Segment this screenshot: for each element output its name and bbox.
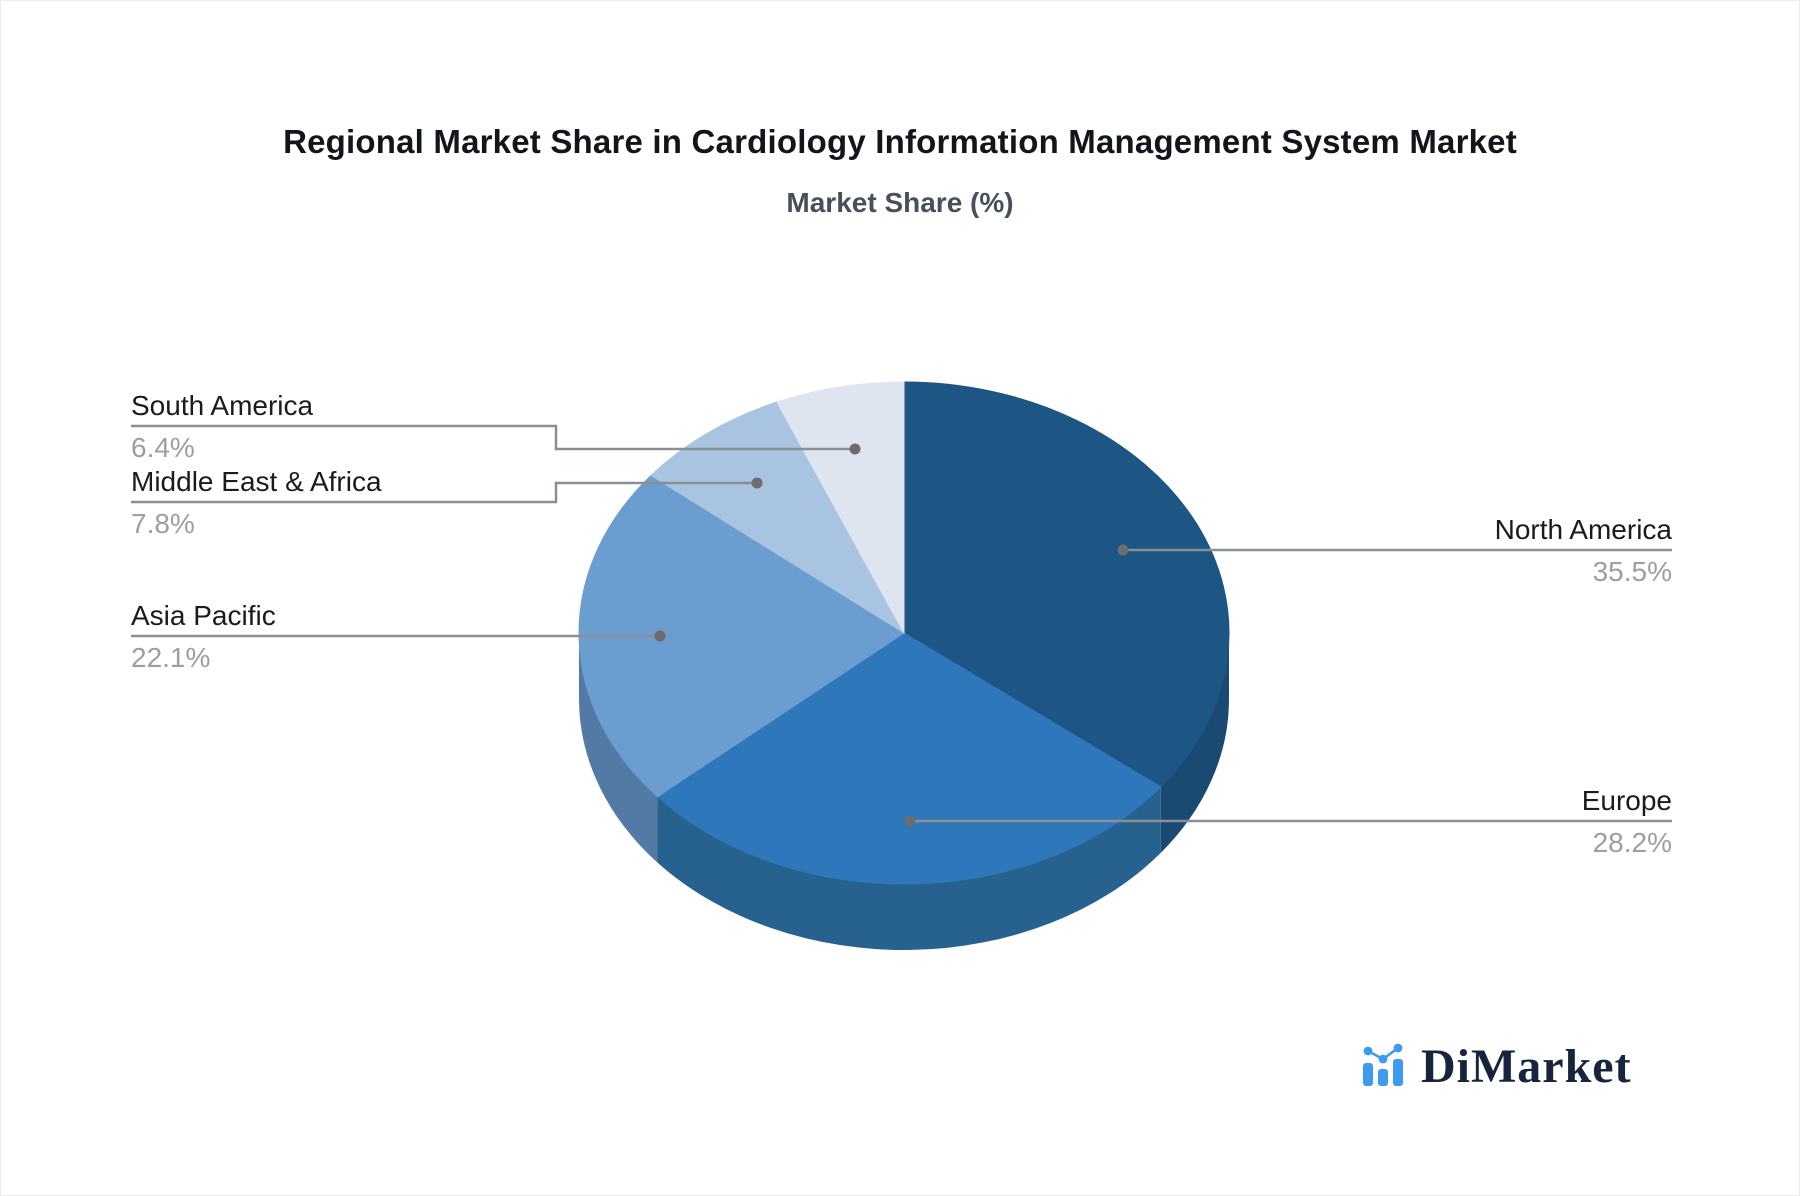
value-asia-pacific: 22.1% — [131, 642, 211, 673]
value-middle-east-africa: 7.8% — [131, 508, 195, 539]
leader-dot-4 — [849, 443, 861, 455]
label-south-america: South America — [131, 390, 314, 421]
value-south-america: 6.4% — [131, 432, 195, 463]
leader-line-3 — [131, 481, 757, 504]
pie-slice-side-0 — [1160, 633, 1229, 853]
label-asia-pacific: Asia Pacific — [131, 600, 276, 631]
value-europe: 28.2% — [1592, 827, 1672, 858]
logo: DiMarket — [1358, 1040, 1632, 1093]
leader-dot-0 — [1117, 544, 1129, 556]
pie-slice-4 — [776, 381, 905, 634]
logo-text: DiMarket — [1421, 1040, 1632, 1093]
leader-dot-3 — [751, 477, 763, 489]
label-europe: Europe — [1581, 785, 1672, 816]
pie-slice-3 — [650, 401, 906, 635]
value-north-america: 35.5% — [1592, 556, 1672, 587]
leader-dot-2 — [654, 630, 666, 642]
leader-dot-1 — [904, 815, 916, 827]
label-north-america: North America — [1494, 514, 1672, 545]
chart-title: Regional Market Share in Cardiology Info… — [283, 123, 1517, 160]
bar-line-chart-icon — [1363, 1043, 1403, 1086]
chart-subtitle: Market Share (%) — [786, 187, 1014, 218]
label-middle-east-africa: Middle East & Africa — [131, 466, 382, 497]
pie-slice-0 — [903, 381, 1230, 788]
leader-line-4 — [131, 424, 855, 451]
pie-slice-side-1 — [657, 786, 1161, 951]
pie-slice-side-2 — [579, 633, 658, 863]
